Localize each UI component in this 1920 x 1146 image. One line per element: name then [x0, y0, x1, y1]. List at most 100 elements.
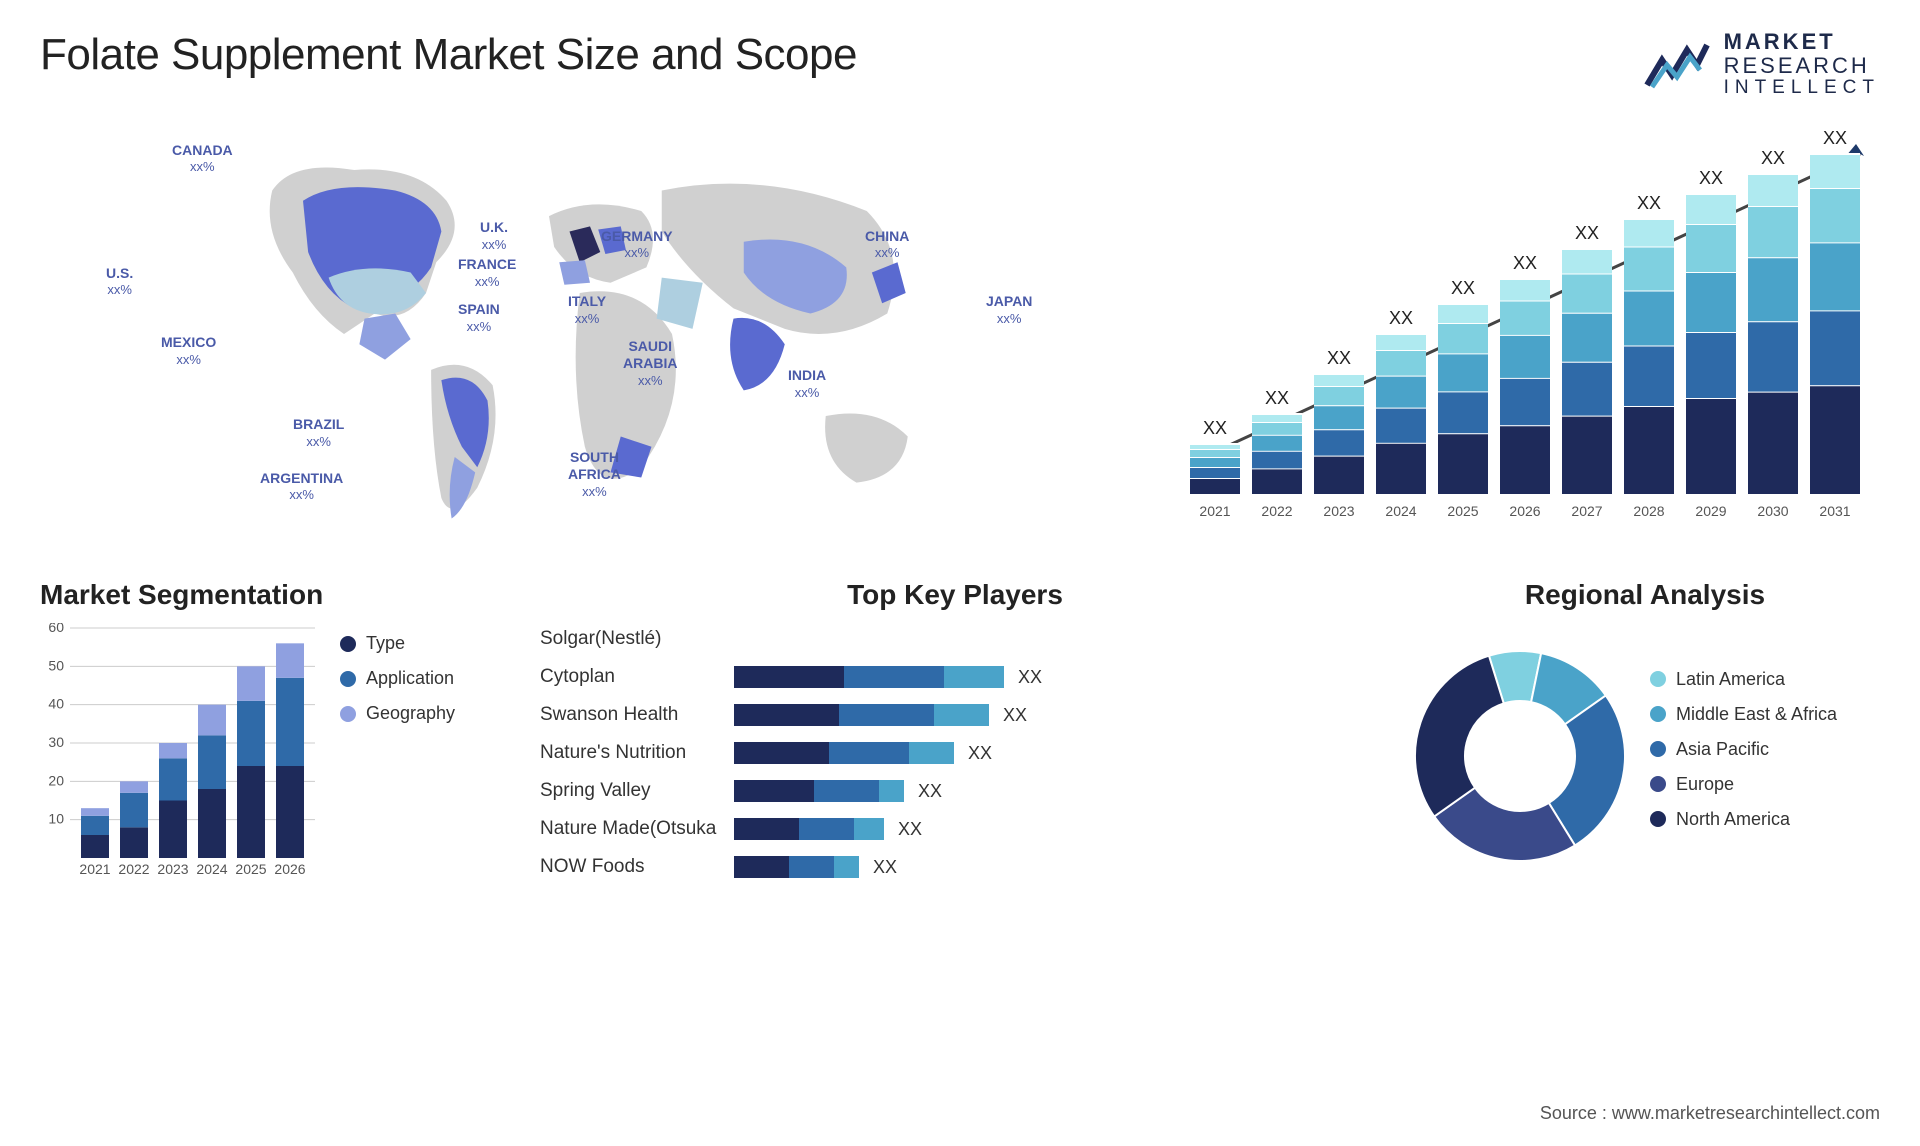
- forecast-bar-seg: [1376, 334, 1426, 350]
- forecast-bar-seg: [1500, 378, 1550, 425]
- player-value: XX: [918, 781, 942, 802]
- player-value: XX: [968, 743, 992, 764]
- player-row: Solgar(Nestlé): [540, 623, 1370, 655]
- forecast-bar-seg: [1376, 376, 1426, 408]
- region-legend-item: Asia Pacific: [1650, 739, 1880, 760]
- player-row: Nature Made(Otsuka XX: [540, 813, 1370, 845]
- map-label: ARGENTINAxx%: [260, 470, 343, 504]
- svg-text:2022: 2022: [118, 861, 149, 877]
- seg-bar-seg: [198, 789, 226, 858]
- map-label: JAPANxx%: [986, 293, 1032, 327]
- region-legend-item: North America: [1650, 809, 1880, 830]
- forecast-bar-seg: [1562, 249, 1612, 274]
- seg-bar-seg: [120, 793, 148, 828]
- svg-text:2021: 2021: [79, 861, 110, 877]
- player-name: Swanson Health: [540, 704, 720, 726]
- forecast-bar-seg: [1810, 154, 1860, 188]
- forecast-year-label: 2031: [1819, 503, 1850, 519]
- source-attribution: Source : www.marketresearchintellect.com: [1540, 1103, 1880, 1124]
- forecast-year-label: 2025: [1447, 503, 1478, 519]
- seg-bar-seg: [276, 644, 304, 679]
- forecast-year-label: 2021: [1199, 503, 1230, 519]
- forecast-bar-seg: [1252, 469, 1302, 495]
- forecast-bar-seg: [1748, 392, 1798, 494]
- forecast-bar-seg: [1314, 405, 1364, 429]
- player-value: XX: [898, 819, 922, 840]
- region-legend-item: Latin America: [1650, 669, 1880, 690]
- forecast-year-label: 2026: [1509, 503, 1540, 519]
- player-bar: [734, 704, 989, 726]
- segmentation-panel: Market Segmentation 10203040506020212022…: [40, 579, 500, 889]
- seg-bar-seg: [81, 816, 109, 835]
- player-value: XX: [873, 857, 897, 878]
- forecast-year-label: 2027: [1571, 503, 1602, 519]
- forecast-bar-seg: [1252, 422, 1302, 435]
- player-bar: [734, 818, 884, 840]
- forecast-bar-seg: [1252, 435, 1302, 451]
- forecast-year-label: 2029: [1695, 503, 1726, 519]
- svg-text:40: 40: [48, 696, 64, 712]
- player-name: Nature Made(Otsuka: [540, 818, 720, 840]
- svg-text:50: 50: [48, 658, 64, 674]
- map-label: U.K.xx%: [480, 219, 508, 253]
- forecast-bar-seg: [1438, 392, 1488, 434]
- forecast-chart: XX2021XX2022XX2023XX2024XX2025XX2026XX20…: [1180, 129, 1880, 539]
- forecast-bar-seg: [1624, 247, 1674, 291]
- seg-bar-seg: [198, 736, 226, 790]
- player-name: Cytoplan: [540, 666, 720, 688]
- seg-bar-seg: [81, 808, 109, 816]
- forecast-bar-seg: [1314, 386, 1364, 405]
- seg-bar-seg: [159, 801, 187, 859]
- logo-line1: MARKET: [1724, 30, 1880, 54]
- player-bar: [734, 666, 1004, 688]
- logo-line3: INTELLECT: [1724, 78, 1880, 99]
- forecast-bar-seg: [1562, 313, 1612, 362]
- map-label: SPAINxx%: [458, 301, 500, 335]
- map-label: MEXICOxx%: [161, 334, 216, 368]
- forecast-bar-seg: [1748, 257, 1798, 321]
- forecast-bar-seg: [1314, 374, 1364, 386]
- forecast-value-label: XX: [1637, 193, 1661, 213]
- forecast-bar-seg: [1810, 243, 1860, 311]
- forecast-bar-seg: [1624, 291, 1674, 346]
- player-value: XX: [1003, 705, 1027, 726]
- forecast-bar-seg: [1190, 467, 1240, 478]
- seg-legend-item: Type: [340, 633, 500, 654]
- logo-icon: [1642, 35, 1712, 95]
- player-name: NOW Foods: [540, 856, 720, 878]
- forecast-bar-seg: [1376, 408, 1426, 443]
- svg-text:2025: 2025: [235, 861, 266, 877]
- svg-text:30: 30: [48, 734, 64, 750]
- forecast-bar-seg: [1376, 443, 1426, 494]
- segmentation-title: Market Segmentation: [40, 579, 500, 611]
- forecast-value-label: XX: [1451, 278, 1475, 298]
- region-title: Regional Analysis: [1410, 579, 1880, 611]
- forecast-year-label: 2024: [1385, 503, 1416, 519]
- forecast-value-label: XX: [1513, 253, 1537, 273]
- player-bar: [734, 856, 859, 878]
- forecast-bar-seg: [1252, 414, 1302, 422]
- svg-text:20: 20: [48, 773, 64, 789]
- player-name: Solgar(Nestlé): [540, 628, 720, 650]
- player-name: Spring Valley: [540, 780, 720, 802]
- map-label: SOUTHAFRICAxx%: [568, 449, 621, 499]
- forecast-value-label: XX: [1761, 148, 1785, 168]
- forecast-bar-seg: [1500, 335, 1550, 378]
- forecast-bar-seg: [1686, 398, 1736, 494]
- forecast-bar-seg: [1438, 433, 1488, 494]
- forecast-bar-seg: [1748, 321, 1798, 391]
- region-legend-item: Middle East & Africa: [1650, 704, 1880, 725]
- seg-bar-seg: [120, 782, 148, 794]
- donut-slice: [1415, 656, 1504, 817]
- players-panel: Top Key Players Solgar(Nestlé)CytoplanXX…: [540, 579, 1370, 889]
- forecast-bar-seg: [1500, 425, 1550, 494]
- seg-bar-seg: [198, 705, 226, 736]
- forecast-value-label: XX: [1265, 388, 1289, 408]
- forecast-bar-seg: [1686, 272, 1736, 332]
- forecast-bar-seg: [1500, 279, 1550, 301]
- forecast-bar-seg: [1190, 449, 1240, 457]
- svg-text:2023: 2023: [157, 861, 188, 877]
- forecast-bar-seg: [1438, 323, 1488, 353]
- player-row: Spring Valley XX: [540, 775, 1370, 807]
- seg-bar-seg: [81, 835, 109, 858]
